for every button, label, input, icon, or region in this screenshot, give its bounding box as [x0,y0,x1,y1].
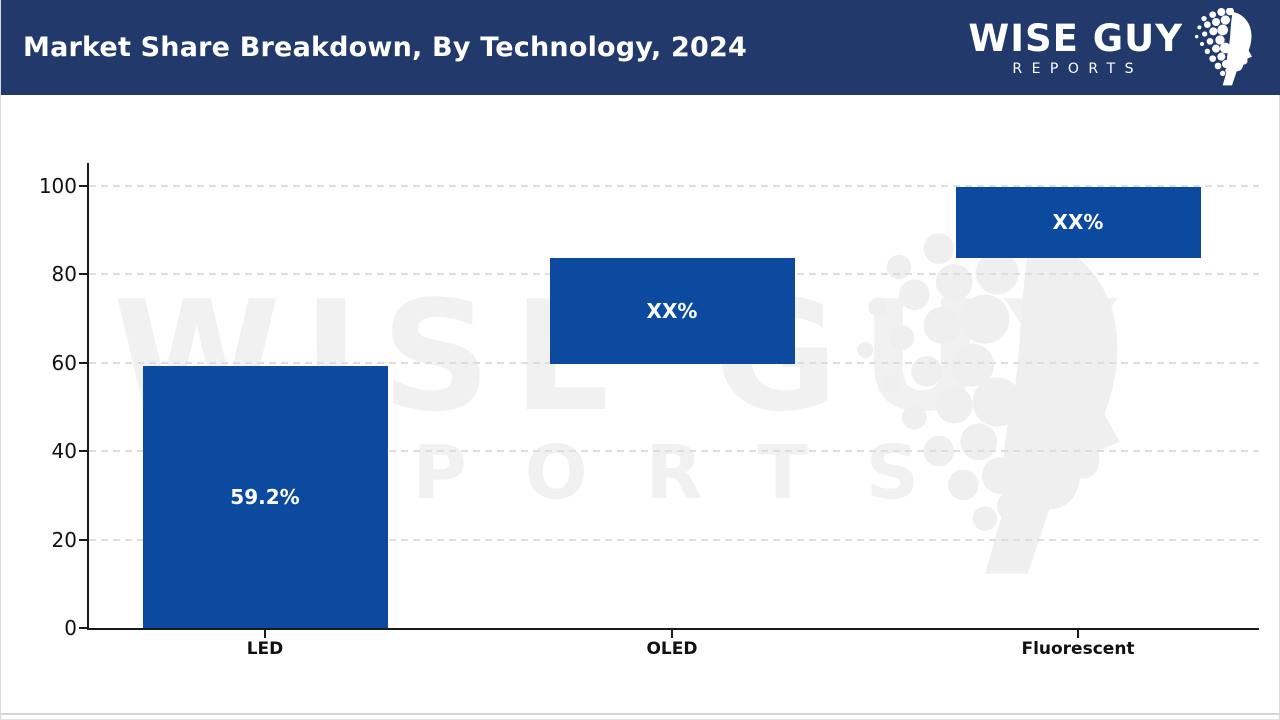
x-category-label-Fluorescent: Fluorescent [1021,639,1135,659]
page-title: Market Share Breakdown, By Technology, 2… [23,32,748,63]
bar-value-label-Fluorescent: XX% [1052,210,1104,235]
y-tick-label-60: 60 [51,350,77,375]
y-axis-spine [87,163,89,630]
y-tick-20 [79,538,87,541]
x-tick-LED [264,630,266,638]
y-tick-label-100: 100 [38,174,77,198]
y-tick-label-80: 80 [51,262,77,287]
y-tick-0 [79,627,87,629]
header-bar: Market Share Breakdown, By Technology, 2… [1,0,1280,95]
y-tick-40 [79,450,87,453]
bar-value-label-LED: 59.2% [230,485,300,510]
bar-Fluorescent[interactable]: XX% [955,186,1201,258]
bar-OLED[interactable]: XX% [549,258,795,364]
y-tick-label-0: 0 [64,616,77,640]
logo-reports-text: REPORTS [1012,60,1144,77]
x-category-label-LED: LED [246,639,284,659]
logo-wordmark: WISE GUY [968,16,1183,60]
x-axis-spine [87,628,1259,630]
y-tick-100 [79,185,87,187]
bar-value-label-OLED: XX% [646,299,698,324]
gridline-100 [89,185,1259,187]
y-tick-label-40: 40 [51,439,77,464]
y-tick-80 [79,273,87,276]
logo-head-dots-icon [1194,7,1252,85]
gridline-20 [89,538,1259,541]
y-tick-label-20: 20 [51,527,77,552]
gridline-40 [89,450,1259,453]
y-tick-60 [79,361,87,364]
x-tick-Fluorescent [1077,630,1079,638]
x-tick-OLED [671,630,673,638]
x-category-label-OLED: OLED [646,639,698,659]
bar-LED[interactable]: 59.2% [142,366,388,628]
bottom-divider-rule [1,713,1280,715]
wise-guy-reports-logo: WISE GUY REPORTS [968,7,1263,88]
